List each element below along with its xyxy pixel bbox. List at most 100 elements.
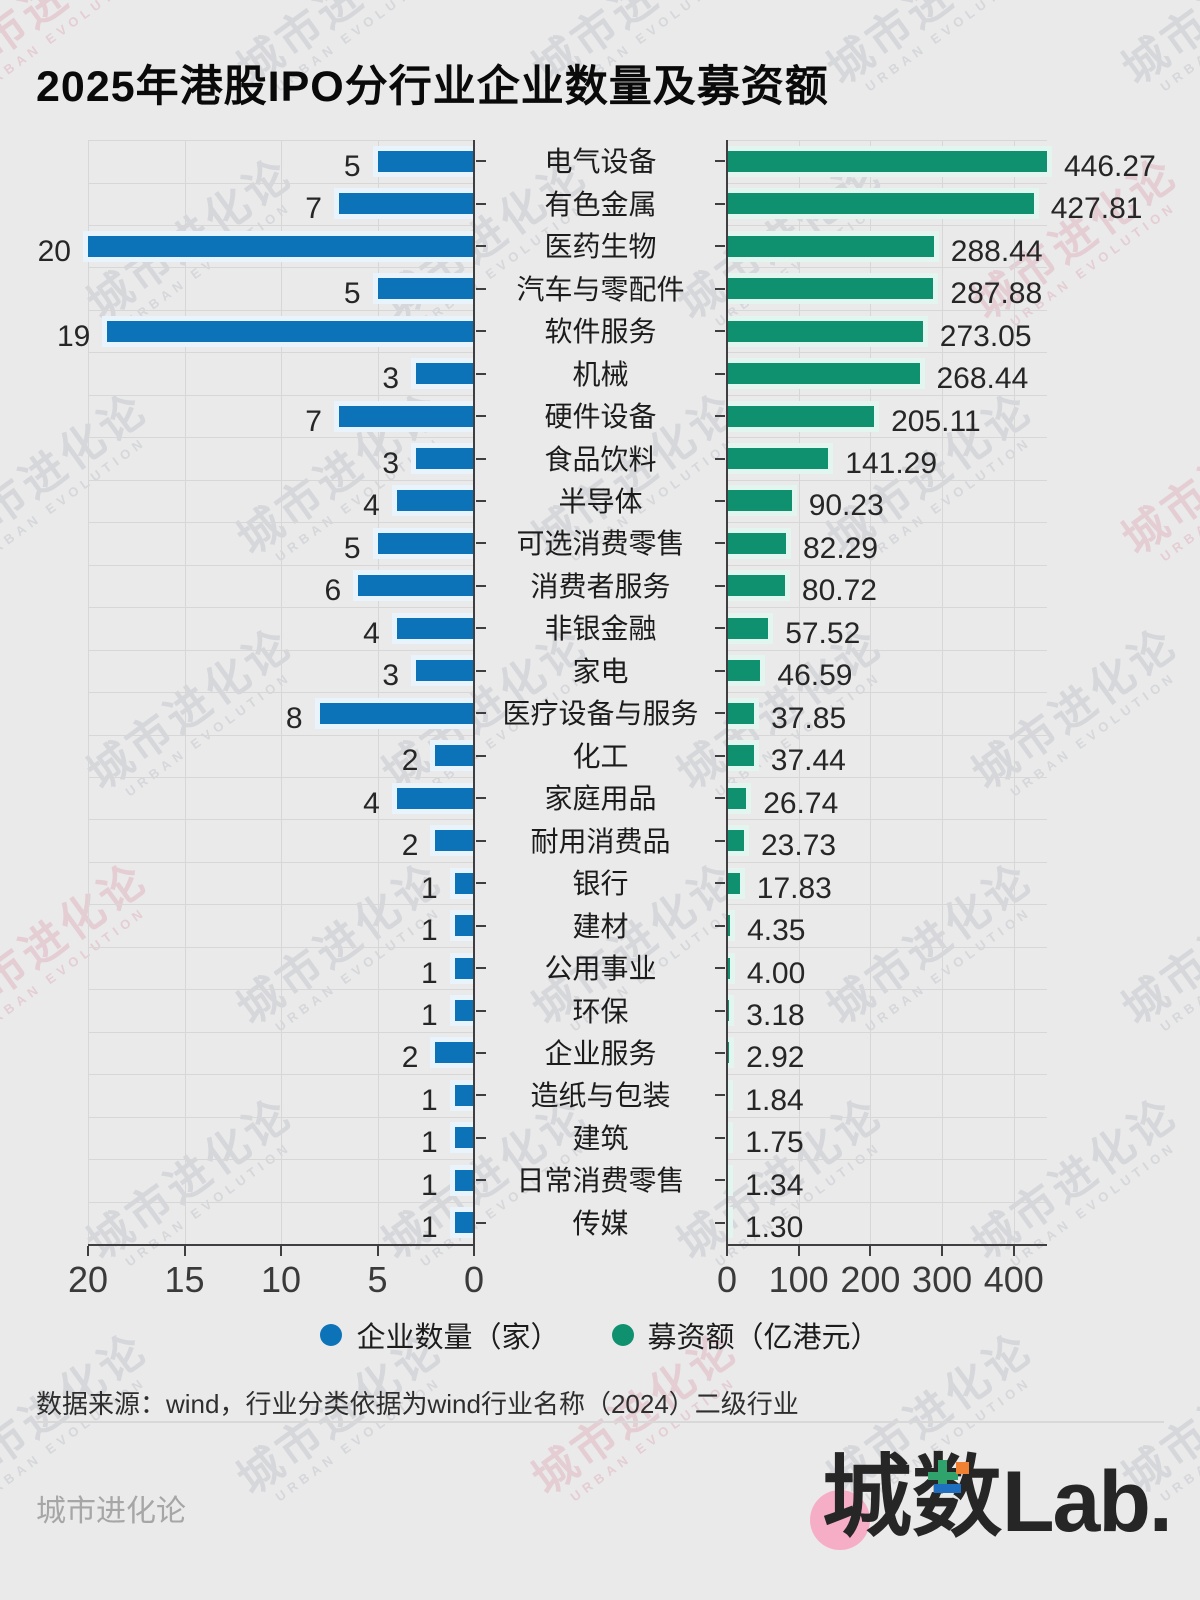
bar-funds (727, 617, 769, 639)
brand-name: 城市进化论 (36, 1495, 186, 1528)
axis-tick (476, 1094, 486, 1097)
grid-line-v (281, 140, 282, 1244)
grid-line-h (727, 649, 1047, 651)
bar-value-label: 205.11 (891, 404, 981, 438)
bar-value-label: 1 (421, 1168, 438, 1202)
category-label: 传媒 (572, 1207, 629, 1239)
grid-line-v (798, 140, 800, 1244)
bar-value-label: 1 (421, 956, 438, 990)
divider (36, 1421, 1164, 1423)
axis-tick (715, 797, 725, 800)
bar-value-label: 4.00 (746, 956, 806, 990)
bar-companies (396, 490, 474, 512)
bar-value-label: 446.27 (1064, 149, 1156, 183)
grid-line-h (727, 776, 1047, 778)
bar-value-label: 23.73 (761, 829, 837, 863)
bar-value-label: 37.85 (771, 701, 847, 735)
category-label: 造纸与包装 (530, 1080, 671, 1112)
grid-line-h (727, 1031, 1047, 1033)
bar-halo (727, 1164, 733, 1196)
axis-tick (476, 967, 486, 969)
category-label: 食品饮料 (544, 443, 657, 475)
bar-value-label: 3 (382, 362, 400, 395)
logo-bar-chart-icon (956, 1462, 969, 1474)
bar-halo (727, 1079, 734, 1111)
bar-companies (454, 915, 474, 936)
category-label: 医药生物 (544, 231, 657, 263)
axis-tick (715, 1094, 725, 1097)
grid-line-v (870, 140, 872, 1244)
axis-tick (476, 1009, 486, 1012)
bar-value-label: 2 (401, 829, 419, 863)
bar-companies (319, 702, 474, 724)
grid-line-h (727, 861, 1047, 863)
bar-companies (454, 1169, 474, 1191)
axis-tick (715, 712, 725, 715)
axis-line (726, 140, 728, 1246)
category-label: 日常消费零售 (516, 1165, 685, 1197)
bar-value-label: 80.72 (801, 574, 877, 608)
bar-funds (727, 1042, 730, 1064)
axis-tick (476, 499, 486, 502)
axis-tick (476, 712, 486, 715)
axis-tick (87, 1246, 89, 1256)
bar-value-label: 57.52 (785, 616, 861, 650)
logo-en-text: Lab. (1002, 1454, 1173, 1550)
category-label: 医疗设备与服务 (502, 698, 699, 730)
bar-companies (416, 448, 474, 469)
category-label: 家电 (572, 655, 629, 687)
bar-value-label: 46.59 (777, 659, 853, 693)
bar-value-label: 3.18 (746, 999, 805, 1032)
axis-tick (715, 924, 725, 927)
axis-tick-label: 0 (716, 1259, 738, 1300)
bar-funds (727, 490, 792, 512)
bar-value-label: 1 (421, 1083, 438, 1117)
bar-value-label: 1 (421, 914, 438, 947)
bar-companies (416, 363, 474, 384)
bar-funds (727, 363, 920, 384)
axis-tick (476, 882, 486, 885)
bar-value-label: 7 (305, 404, 322, 438)
bar-funds (727, 193, 1034, 215)
bar-companies (416, 660, 474, 682)
bar-companies (377, 532, 474, 554)
grid-line-h (727, 267, 1047, 269)
bar-funds (727, 320, 923, 342)
bar-value-label: 427.81 (1050, 192, 1143, 226)
legend-dot-companies (320, 1324, 343, 1346)
bar-funds (727, 575, 785, 597)
bar-funds (727, 787, 747, 809)
bar-value-label: 19 (56, 319, 91, 353)
grid-line-h (727, 182, 1047, 184)
bar-funds (727, 1000, 730, 1021)
axis-tick (280, 1246, 282, 1256)
axis-tick (869, 1246, 872, 1256)
axis-tick-label: 0 (463, 1259, 485, 1300)
category-label: 银行 (572, 868, 629, 900)
axis-tick (476, 1221, 486, 1224)
axis-tick (715, 415, 725, 417)
bar-value-label: 5 (343, 149, 361, 183)
bar-halo (727, 1122, 734, 1154)
bar-funds (727, 872, 740, 894)
axis-tick-label: 100 (768, 1259, 829, 1300)
bar-value-label: 1.84 (745, 1083, 804, 1117)
bar-value-label: 4 (363, 616, 380, 650)
axis-tick (715, 1009, 725, 1012)
axis-tick (476, 245, 486, 248)
logo-bar-chart-icon (934, 1484, 961, 1493)
bar-companies (435, 745, 474, 767)
axis-tick (715, 1136, 725, 1139)
category-label: 企业服务 (544, 1037, 657, 1069)
bar-halo (727, 1037, 735, 1069)
axis-tick (715, 882, 725, 885)
grid-line-h (727, 1116, 1047, 1118)
bar-value-label: 90.23 (808, 489, 884, 523)
bar-funds (727, 278, 934, 300)
grid-line-h (727, 140, 1047, 141)
bar-funds (727, 660, 761, 682)
axis-line (727, 1244, 1047, 1246)
axis-tick (715, 245, 725, 248)
category-label: 软件服务 (544, 316, 657, 348)
